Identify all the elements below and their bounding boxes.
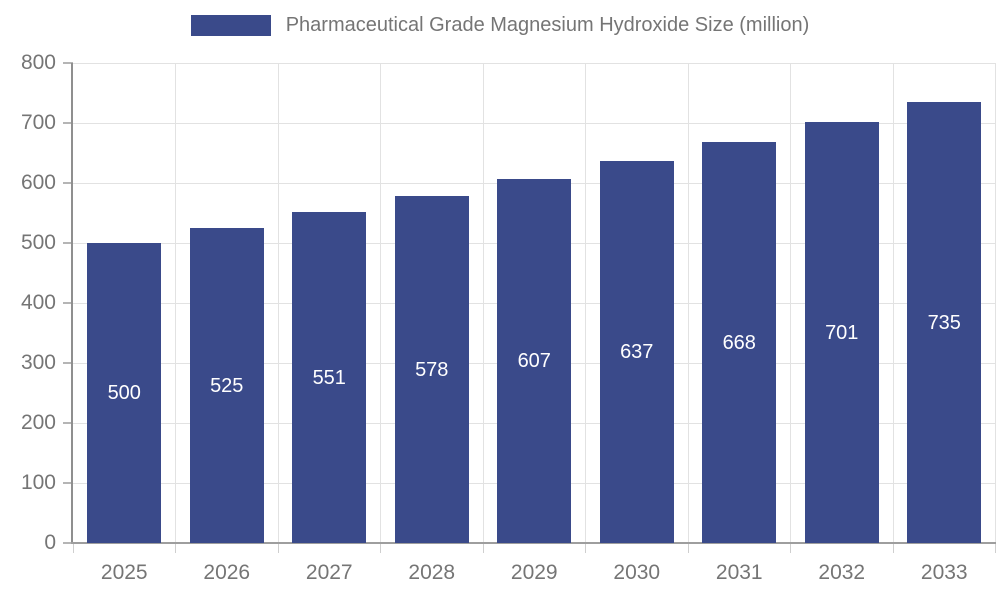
y-axis-line (71, 63, 73, 543)
x-tick-label: 2026 (203, 561, 251, 584)
legend-swatch[interactable] (190, 15, 271, 36)
y-tick-label: 600 (20, 171, 56, 194)
x-tick-label: 2030 (613, 561, 661, 584)
x-tick-label: 2028 (408, 561, 456, 584)
gridline-horizontal (73, 62, 996, 64)
gridline-vertical (687, 63, 689, 543)
x-axis-line (71, 542, 996, 544)
y-axis-tick (63, 542, 73, 544)
x-axis-tick (175, 543, 176, 553)
x-axis-tick (687, 543, 689, 553)
x-tick-label: 2027 (305, 561, 353, 584)
x-tick-label: 2032 (818, 561, 866, 584)
gridline-vertical (380, 63, 381, 543)
y-tick-label: 700 (20, 111, 56, 134)
bar[interactable] (497, 178, 572, 543)
gridline-vertical (277, 63, 279, 543)
legend[interactable]: Pharmaceutical Grade Magnesium Hydroxide… (0, 14, 1000, 37)
x-axis-tick (72, 543, 74, 553)
x-axis-tick (482, 543, 484, 553)
bar[interactable] (292, 212, 367, 543)
x-tick-label: 2033 (920, 561, 968, 584)
bar-value-label: 607 (517, 349, 551, 372)
x-tick-label: 2025 (100, 561, 148, 584)
y-axis-tick (63, 182, 73, 184)
gridline-vertical (482, 63, 484, 543)
bar-value-label: 551 (312, 366, 346, 389)
x-tick-label: 2029 (510, 561, 558, 584)
y-tick-label: 200 (20, 411, 56, 434)
bar[interactable] (804, 122, 879, 543)
bar-value-label: 500 (107, 382, 141, 404)
y-tick-label: 400 (20, 291, 56, 314)
bar-value-label: 668 (722, 331, 756, 354)
x-axis-tick (277, 543, 279, 553)
y-axis-tick (63, 362, 73, 364)
y-axis-tick (63, 302, 73, 304)
y-axis-tick (63, 122, 73, 124)
x-axis-tick (585, 543, 586, 553)
bar-value-label: 525 (210, 374, 244, 397)
y-tick-label: 300 (20, 351, 56, 374)
bar[interactable] (189, 228, 264, 543)
bar[interactable] (702, 142, 777, 543)
y-tick-label: 100 (20, 471, 56, 494)
x-axis-tick (892, 543, 894, 553)
y-tick-label: 800 (20, 51, 56, 74)
gridline-vertical (892, 63, 894, 543)
bar[interactable] (394, 196, 469, 543)
gridline-horizontal (73, 122, 996, 124)
bar-value-label: 637 (620, 340, 654, 363)
x-tick-label: 2031 (715, 561, 763, 584)
y-axis-tick (63, 422, 73, 424)
legend-label[interactable]: Pharmaceutical Grade Magnesium Hydroxide… (285, 14, 810, 36)
gridline-vertical (790, 63, 791, 543)
y-axis-tick (63, 482, 73, 484)
bar-value-label: 578 (415, 358, 449, 381)
bar[interactable] (87, 243, 162, 543)
x-axis-tick (380, 543, 381, 553)
gridline-vertical (175, 63, 176, 543)
bar[interactable] (907, 102, 982, 543)
bar-value-label: 701 (825, 321, 859, 344)
y-tick-label: 500 (20, 231, 56, 254)
gridline-vertical (995, 63, 996, 543)
x-axis-tick (995, 543, 996, 553)
y-tick-label: 0 (44, 531, 56, 554)
bar-value-label: 735 (927, 311, 961, 334)
y-axis-tick (63, 242, 73, 244)
x-axis-tick (790, 543, 791, 553)
gridline-vertical (585, 63, 586, 543)
y-axis-tick (63, 62, 73, 64)
bar[interactable] (599, 160, 674, 543)
